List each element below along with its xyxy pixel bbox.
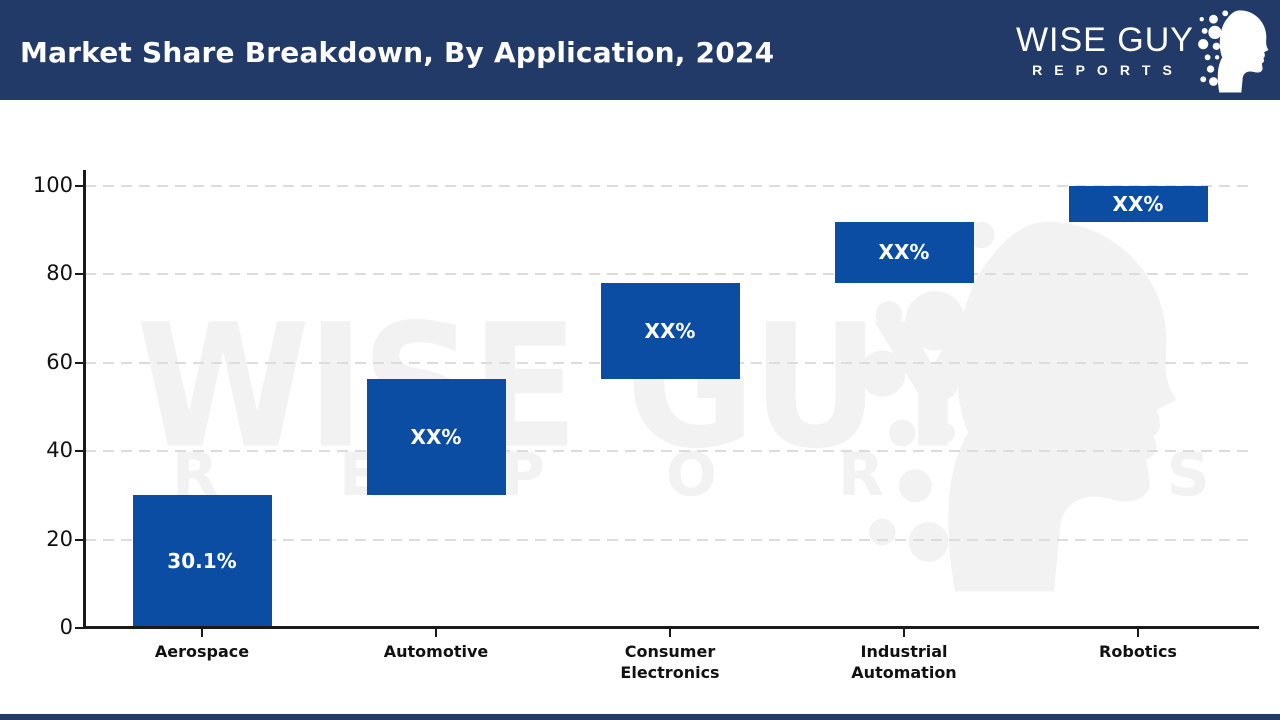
footer-strip — [0, 714, 1280, 720]
bar-aerospace — [132, 494, 272, 628]
wise-guy-logo: WISE GUY REPORTS — [1002, 4, 1272, 96]
gridline-40 — [85, 450, 1255, 453]
y-tick-80 — [75, 273, 83, 276]
bar-consumer-electronics — [600, 282, 740, 380]
bar-robotics — [1068, 186, 1208, 222]
y-tick-60 — [75, 361, 83, 364]
y-axis-line — [83, 170, 86, 629]
gridline-20 — [85, 538, 1255, 541]
gridline-100 — [85, 185, 1255, 187]
bar-value-label: XX% — [878, 240, 930, 265]
bar-value-label: XX% — [410, 425, 462, 450]
x-category-label: Automotive — [383, 642, 489, 661]
logo-wiseguy-label: WISE GUY — [1015, 21, 1194, 59]
gridline-80 — [85, 273, 1255, 276]
logo-head-icon — [1198, 10, 1269, 93]
x-category-label: Consumer Electronics — [620, 642, 720, 682]
y-tick-label-80: 80 — [46, 261, 73, 286]
y-tick-label-60: 60 — [46, 349, 73, 374]
x-tick-0 — [201, 628, 203, 637]
logo-reports-label: REPORTS — [1032, 62, 1184, 78]
page-title: Market Share Breakdown, By Application, … — [20, 36, 775, 69]
x-tick-4 — [1137, 628, 1139, 637]
y-tick-label-40: 40 — [46, 438, 73, 463]
x-axis-line — [83, 626, 1259, 629]
bar-value-label: XX% — [644, 318, 696, 343]
x-tick-1 — [435, 628, 437, 637]
y-tick-20 — [75, 538, 83, 541]
bar-value-label: 30.1% — [167, 549, 237, 574]
y-tick-label-20: 20 — [46, 526, 73, 551]
y-tick-100 — [75, 185, 83, 187]
x-tick-3 — [903, 628, 905, 637]
y-tick-label-0: 0 — [59, 615, 73, 639]
header-bar: Market Share Breakdown, By Application, … — [0, 0, 1280, 100]
bar-automotive — [366, 379, 506, 495]
bar-value-label: XX% — [1112, 191, 1164, 216]
logo-text: WISE GUY REPORTS — [1016, 22, 1194, 80]
y-tick-40 — [75, 450, 83, 453]
x-tick-2 — [669, 628, 671, 637]
x-category-label: Robotics — [1099, 642, 1177, 661]
x-category-label: Industrial Automation — [851, 642, 957, 682]
y-tick-label-100: 100 — [32, 173, 73, 197]
y-tick-0 — [75, 627, 83, 629]
x-category-label: Aerospace — [154, 642, 250, 661]
